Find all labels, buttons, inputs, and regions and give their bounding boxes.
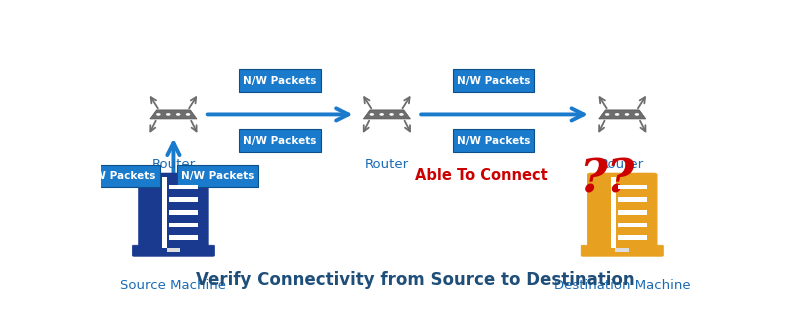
FancyBboxPatch shape [168, 210, 198, 215]
Circle shape [380, 114, 383, 115]
Text: Able To Connect: Able To Connect [415, 169, 548, 184]
FancyBboxPatch shape [596, 177, 611, 248]
Text: N/W Packets: N/W Packets [82, 171, 156, 181]
FancyBboxPatch shape [147, 177, 200, 248]
Text: Destination Machine: Destination Machine [554, 279, 691, 292]
Circle shape [167, 114, 170, 115]
Text: N/W Packets: N/W Packets [244, 76, 317, 85]
Circle shape [400, 114, 403, 115]
FancyBboxPatch shape [588, 173, 657, 251]
FancyBboxPatch shape [453, 69, 535, 92]
Text: N/W Packets: N/W Packets [457, 136, 531, 146]
Text: Verify Connectivity from Source to Destination: Verify Connectivity from Source to Desti… [196, 271, 634, 289]
Polygon shape [150, 110, 197, 119]
Circle shape [186, 114, 190, 115]
Circle shape [616, 114, 619, 115]
Polygon shape [364, 110, 411, 119]
Circle shape [635, 114, 638, 115]
Text: N/W Packets: N/W Packets [181, 171, 254, 181]
FancyBboxPatch shape [132, 245, 215, 256]
Circle shape [370, 114, 373, 115]
FancyBboxPatch shape [168, 223, 198, 227]
FancyBboxPatch shape [177, 165, 258, 187]
Text: ??: ?? [579, 157, 634, 203]
FancyBboxPatch shape [453, 129, 535, 152]
Circle shape [606, 114, 609, 115]
FancyBboxPatch shape [617, 198, 646, 202]
Text: N/W Packets: N/W Packets [244, 136, 317, 146]
Polygon shape [599, 110, 646, 119]
FancyBboxPatch shape [617, 210, 646, 215]
FancyBboxPatch shape [78, 165, 160, 187]
FancyBboxPatch shape [147, 177, 162, 248]
Circle shape [177, 114, 180, 115]
FancyBboxPatch shape [617, 185, 646, 189]
Circle shape [157, 114, 160, 115]
Text: Source Machine: Source Machine [121, 279, 227, 292]
FancyBboxPatch shape [240, 129, 321, 152]
FancyBboxPatch shape [168, 198, 198, 202]
FancyBboxPatch shape [168, 185, 198, 189]
FancyBboxPatch shape [617, 235, 646, 240]
Circle shape [625, 114, 629, 115]
FancyBboxPatch shape [167, 177, 200, 248]
Text: Router: Router [151, 158, 195, 171]
FancyBboxPatch shape [596, 177, 649, 248]
Text: N/W Packets: N/W Packets [457, 76, 531, 85]
Text: Router: Router [600, 158, 644, 171]
FancyBboxPatch shape [167, 248, 181, 252]
FancyBboxPatch shape [616, 248, 629, 252]
FancyBboxPatch shape [240, 69, 321, 92]
Text: Router: Router [364, 158, 409, 171]
FancyBboxPatch shape [581, 245, 663, 256]
FancyBboxPatch shape [139, 173, 208, 251]
FancyBboxPatch shape [168, 235, 198, 240]
FancyBboxPatch shape [617, 223, 646, 227]
FancyBboxPatch shape [616, 177, 649, 248]
Circle shape [390, 114, 393, 115]
